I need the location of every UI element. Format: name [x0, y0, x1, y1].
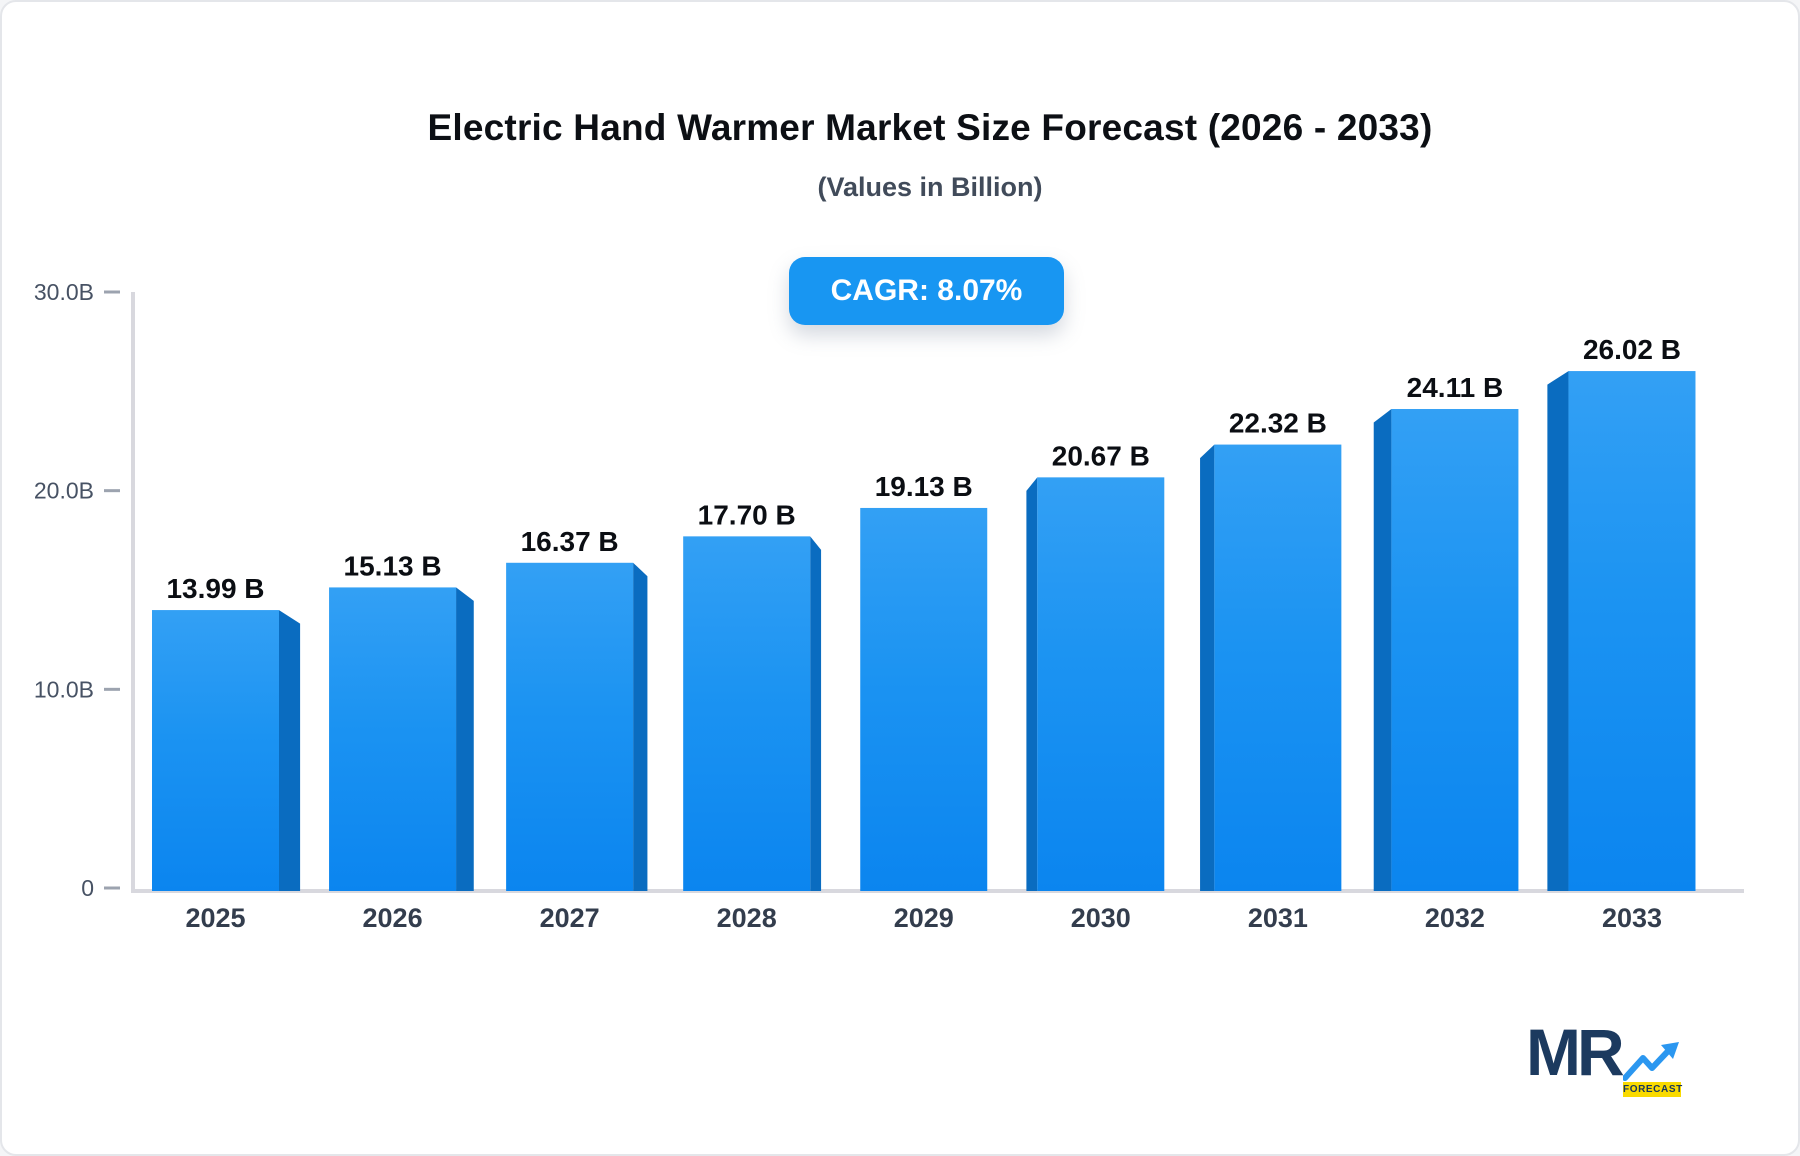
- bar-2032[interactable]: [1391, 409, 1519, 891]
- y-tick-dash: [104, 687, 120, 691]
- cagr-badge[interactable]: CAGR: 8.07%: [789, 257, 1064, 325]
- bar-value-label: 22.32 B: [1229, 408, 1327, 439]
- x-axis-label: 2028: [717, 903, 777, 933]
- bar-value-label: 16.37 B: [521, 526, 619, 557]
- x-axis-label: 2026: [363, 903, 423, 933]
- bar-2030[interactable]: [1037, 477, 1165, 891]
- bar-side-face: [1373, 409, 1392, 891]
- bar-side-face: [456, 587, 474, 891]
- bar-2026[interactable]: [329, 587, 457, 891]
- bar-value-label: 17.70 B: [698, 499, 796, 530]
- bar-side-face: [1026, 477, 1038, 891]
- y-tick-label: 30.0B: [34, 279, 94, 305]
- y-axis-line: [131, 292, 135, 893]
- bar-side-face: [279, 610, 301, 891]
- bar-value-label: 26.02 B: [1583, 334, 1681, 365]
- y-tick-dash: [104, 290, 120, 294]
- bar-group-2027: [506, 562, 648, 891]
- bar-side-face: [1200, 444, 1215, 891]
- bar-side-face: [633, 562, 648, 891]
- y-tick-label: 0: [81, 875, 94, 901]
- bar-group-2032: [1373, 409, 1519, 891]
- x-axis-label: 2032: [1425, 903, 1485, 933]
- bar-value-label: 20.67 B: [1052, 440, 1150, 471]
- bar-2028[interactable]: [683, 536, 811, 891]
- bar-group-2026: [329, 587, 474, 891]
- x-axis-label: 2029: [894, 903, 954, 933]
- trend-arrow-icon: [1623, 1042, 1679, 1081]
- x-axis-label: 2025: [185, 903, 245, 933]
- logo-brand-text: MR: [1526, 1015, 1625, 1089]
- bar-2033[interactable]: [1568, 371, 1696, 891]
- y-tick-dash: [104, 886, 120, 890]
- bar-value-label: 19.13 B: [875, 471, 973, 502]
- brand-logo: MR FORECAST: [1522, 1015, 1712, 1114]
- bar-group-2029: [860, 507, 988, 891]
- bar-value-label: 24.11 B: [1407, 372, 1504, 403]
- bar-group-2030: [1026, 477, 1165, 891]
- bar-group-2028: [683, 536, 822, 891]
- bar-2031[interactable]: [1214, 444, 1342, 891]
- y-tick-label: 20.0B: [34, 478, 94, 504]
- bar-group-2025: [152, 610, 301, 891]
- bar-2029[interactable]: [860, 507, 988, 891]
- bar-side-face: [1547, 371, 1569, 891]
- bar-group-2033: [1547, 371, 1696, 891]
- bar-value-label: 15.13 B: [344, 550, 442, 581]
- x-axis-label: 2031: [1248, 903, 1308, 933]
- logo-tagline: FORECAST: [1623, 1082, 1683, 1097]
- y-tick-label: 10.0B: [34, 676, 94, 702]
- x-axis-label: 2033: [1602, 903, 1662, 933]
- chart-subtitle: (Values in Billion): [817, 172, 1043, 202]
- x-axis-label: 2027: [540, 903, 600, 933]
- y-tick-dash: [104, 489, 120, 493]
- bar-2027[interactable]: [506, 562, 634, 891]
- bar-value-label: 13.99 B: [166, 573, 264, 604]
- bar-side-face: [810, 536, 822, 891]
- bar-group-2031: [1200, 444, 1342, 891]
- x-axis-label: 2030: [1071, 903, 1131, 933]
- chart-title: Electric Hand Warmer Market Size Forecas…: [427, 107, 1433, 148]
- bar-2025[interactable]: [152, 610, 279, 891]
